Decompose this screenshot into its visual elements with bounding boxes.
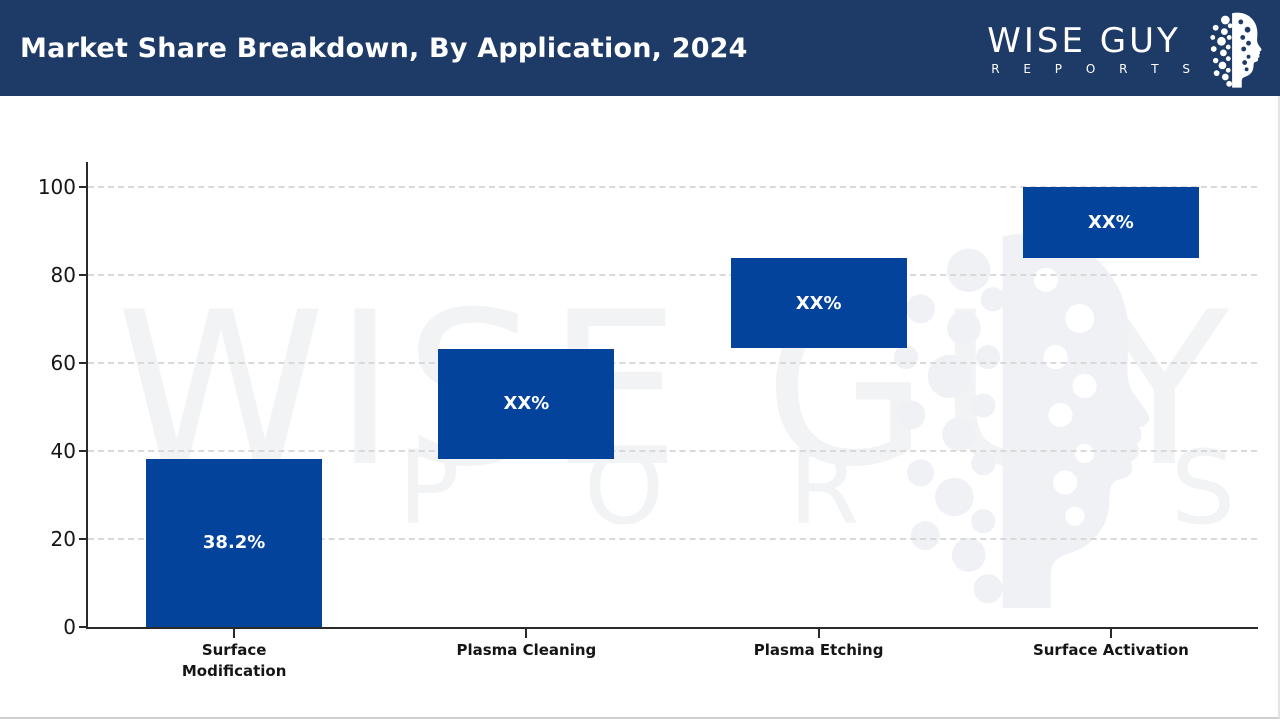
x-tick-label-3: Surface Activation bbox=[1032, 641, 1189, 659]
bar-value-label: 38.2% bbox=[202, 532, 266, 554]
gridline-100 bbox=[88, 186, 1257, 188]
x-axis bbox=[86, 627, 1258, 629]
bar-plasma-cleaning: XX% bbox=[438, 348, 615, 459]
gridline-20 bbox=[88, 538, 1257, 540]
x-tick-0 bbox=[233, 629, 236, 638]
brand-name: WISE GUY bbox=[987, 20, 1181, 61]
page-right-border bbox=[1278, 96, 1280, 718]
y-tick-label-100: 100 bbox=[37, 175, 76, 199]
brand-logo: WISE GUY R E P O R T S bbox=[987, 8, 1264, 90]
watermark-face-icon bbox=[893, 233, 1150, 608]
y-axis bbox=[86, 162, 88, 628]
page-bottom-border bbox=[0, 717, 1280, 719]
y-tick-80 bbox=[79, 274, 88, 276]
x-tick-label-1: Plasma Cleaning bbox=[456, 641, 597, 659]
x-tick-label-2: Plasma Etching bbox=[753, 641, 884, 659]
gridline-60 bbox=[88, 362, 1257, 364]
bar-value-label: XX% bbox=[1087, 212, 1134, 234]
x-tick-label-0: Surface Modification bbox=[181, 641, 287, 680]
y-tick-20 bbox=[79, 538, 88, 540]
y-tick-40 bbox=[79, 450, 88, 452]
x-tick-2 bbox=[817, 629, 820, 638]
page-title: Market Share Breakdown, By Application, … bbox=[20, 32, 748, 64]
y-tick-label-60: 60 bbox=[50, 351, 76, 375]
x-tick-1 bbox=[525, 629, 528, 638]
gridline-40 bbox=[88, 450, 1257, 452]
brand-logo-text: WISE GUY R E P O R T S bbox=[987, 23, 1200, 76]
bar-value-label: XX% bbox=[795, 292, 842, 314]
y-tick-label-40: 40 bbox=[50, 439, 76, 463]
bar-surface-modification: 38.2% bbox=[146, 458, 323, 627]
bar-value-label: XX% bbox=[503, 393, 550, 415]
header-band: Market Share Breakdown, By Application, … bbox=[0, 0, 1280, 96]
gridline-80 bbox=[88, 274, 1257, 276]
y-tick-label-80: 80 bbox=[50, 263, 76, 287]
y-tick-label-0: 0 bbox=[63, 615, 76, 639]
bar-plasma-etching: XX% bbox=[730, 258, 907, 349]
x-tick-3 bbox=[1109, 629, 1112, 638]
bar-surface-activation: XX% bbox=[1022, 187, 1199, 259]
brand-face-icon bbox=[1210, 12, 1262, 88]
brand-subname: R E P O R T S bbox=[991, 61, 1200, 76]
y-tick-label-20: 20 bbox=[50, 527, 76, 551]
y-tick-100 bbox=[79, 186, 88, 188]
y-tick-0 bbox=[79, 626, 88, 628]
y-tick-60 bbox=[79, 362, 88, 364]
